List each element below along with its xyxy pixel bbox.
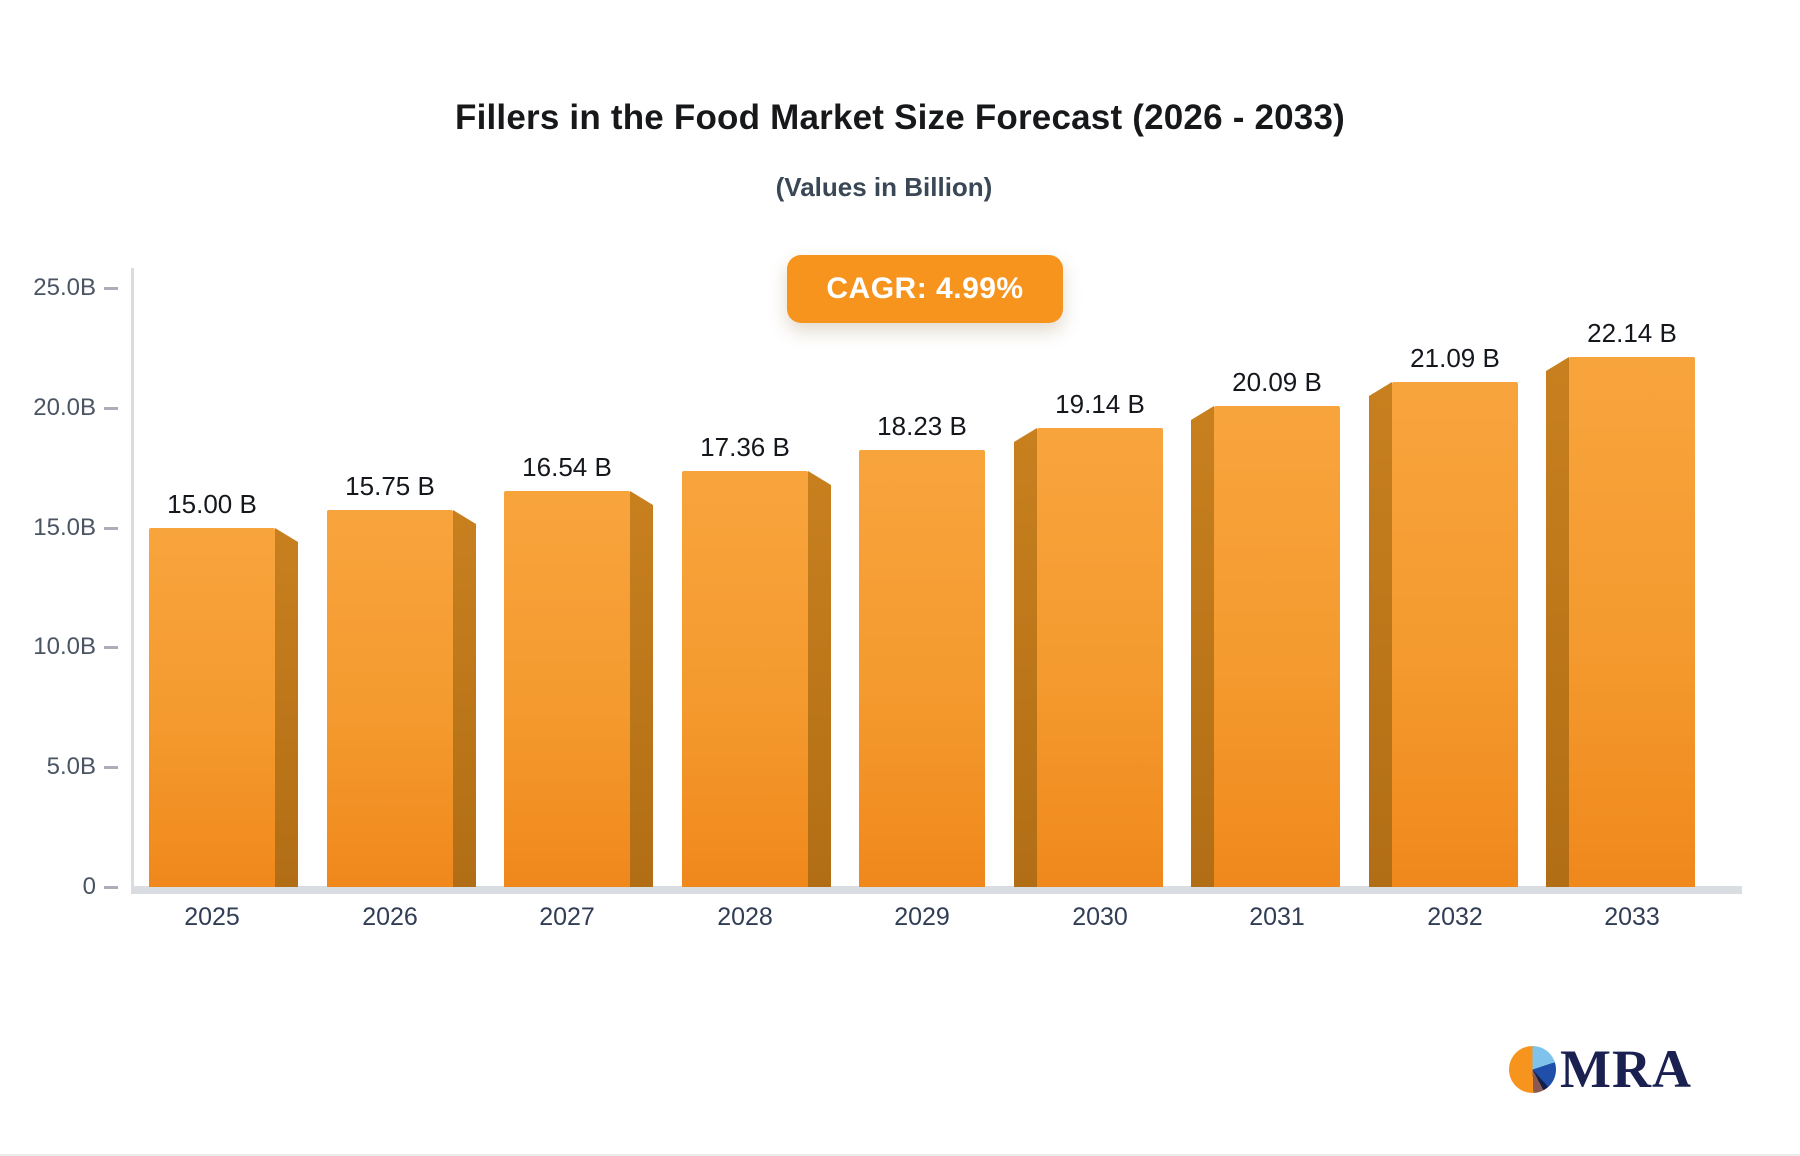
y-axis-tick-label: 20.0B <box>33 393 96 421</box>
bar-value-label: 20.09 B <box>1232 367 1322 397</box>
y-axis-tick-mark <box>104 526 118 530</box>
bar-value-label: 21.09 B <box>1410 343 1500 373</box>
y-axis-tick-label: 25.0B <box>33 274 96 301</box>
x-axis-label: 2032 <box>1427 903 1483 931</box>
bar-3d-side-face <box>630 491 653 887</box>
bar-value-label: 18.23 B <box>877 411 967 441</box>
cagr-badge: CAGR: 4.99% <box>787 255 1063 323</box>
bar-2033[interactable] <box>1546 357 1695 887</box>
logo-text: MRA <box>1560 1039 1692 1099</box>
bar-value-label: 19.14 B <box>1055 389 1145 419</box>
y-axis-tick-label: 10.0B <box>33 633 96 661</box>
bar-2030[interactable] <box>1014 428 1163 887</box>
bar-value-label: 22.14 B <box>1587 318 1677 348</box>
bar-front-face <box>1392 382 1518 887</box>
bar-front-face <box>1569 357 1695 887</box>
bar-2028[interactable] <box>682 471 831 887</box>
bar-value-label: 17.36 B <box>700 432 790 462</box>
y-axis-tick-label: 5.0B <box>46 753 96 781</box>
x-axis-label: 2027 <box>539 903 595 931</box>
bar-value-label: 15.00 B <box>167 489 257 519</box>
bar-3d-side-face <box>808 471 831 887</box>
x-axis-label: 2031 <box>1249 903 1305 931</box>
bar-front-face <box>859 450 985 887</box>
x-axis-label: 2025 <box>184 903 240 931</box>
bar-3d-side-face <box>1191 406 1214 887</box>
pie-chart-logo-icon <box>1509 1045 1557 1093</box>
page-subtitle: (Values in Billion) <box>775 172 993 202</box>
y-axis-line <box>131 268 134 893</box>
bar-front-face <box>682 471 808 887</box>
x-axis-line <box>131 886 1742 894</box>
bar-2027[interactable] <box>504 491 653 887</box>
y-axis-tick-label: 15.0B <box>33 513 96 541</box>
mra-logo: MRA <box>1509 1038 1692 1100</box>
bar-2029[interactable] <box>859 450 985 887</box>
y-axis-tick-mark <box>104 646 118 650</box>
x-axis-label: 2030 <box>1072 903 1128 931</box>
y-axis-tick-mark <box>104 406 118 410</box>
bar-3d-side-face <box>1014 428 1037 887</box>
bar-2031[interactable] <box>1191 406 1340 887</box>
bar-2026[interactable] <box>327 510 476 887</box>
x-axis-label: 2033 <box>1604 903 1660 931</box>
bar-front-face <box>149 528 275 887</box>
bar-2032[interactable] <box>1369 382 1518 887</box>
bar-3d-side-face <box>1369 382 1392 887</box>
bar-front-face <box>327 510 453 887</box>
bar-value-label: 16.54 B <box>522 452 612 482</box>
bar-value-label: 15.75 B <box>345 471 435 501</box>
bar-2025[interactable] <box>149 528 298 887</box>
x-axis-label: 2028 <box>717 903 773 931</box>
page-title: Fillers in the Food Market Size Forecast… <box>455 98 1345 137</box>
bar-3d-side-face <box>1546 357 1569 887</box>
y-axis-tick-label: 0 <box>82 873 96 900</box>
bar-front-face <box>504 491 630 887</box>
x-axis-label: 2026 <box>362 903 418 931</box>
x-axis-label: 2029 <box>894 903 950 931</box>
y-axis-tick-mark <box>104 766 118 770</box>
bar-3d-side-face <box>275 528 298 887</box>
bar-3d-side-face <box>453 510 476 887</box>
bar-front-face <box>1214 406 1340 887</box>
bar-front-face <box>1037 428 1163 887</box>
y-axis-tick-mark <box>104 886 118 889</box>
y-axis-tick-mark <box>104 287 118 290</box>
